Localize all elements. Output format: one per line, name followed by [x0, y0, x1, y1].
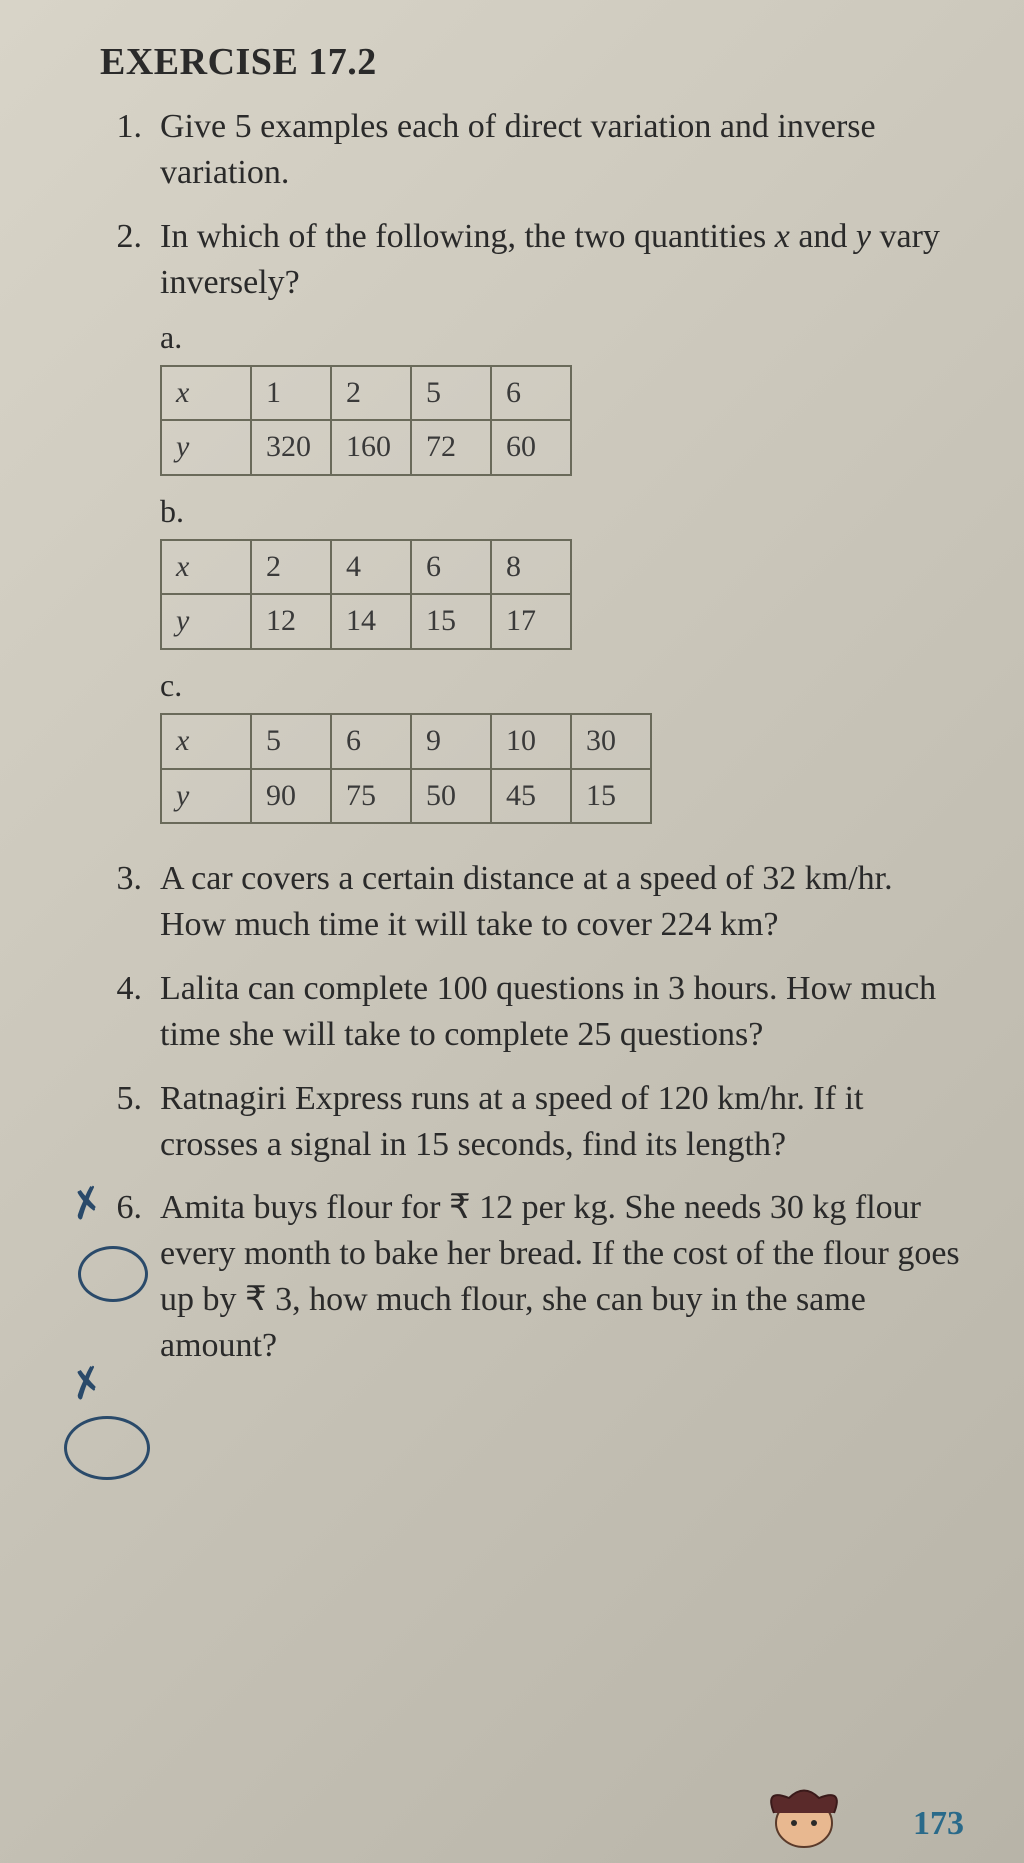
- cartoon-icon: [744, 1773, 864, 1853]
- question-4: 4. Lalita can complete 100 questions in …: [100, 966, 964, 1058]
- page-number: 173: [913, 1805, 964, 1843]
- cell: 1: [251, 366, 331, 421]
- cell: 2: [251, 540, 331, 595]
- table-row: x 1 2 5 6: [161, 366, 571, 421]
- q4-text: Lalita can complete 100 questions in 3 h…: [160, 966, 964, 1058]
- cell: y: [161, 769, 251, 824]
- cell: x: [161, 366, 251, 421]
- q5-text: Ratnagiri Express runs at a speed of 120…: [160, 1076, 964, 1168]
- q2-lead: In which of the following, the two quant…: [160, 218, 775, 255]
- cell: 30: [571, 714, 651, 769]
- cell: 12: [251, 594, 331, 649]
- q5-number: 5.: [100, 1076, 160, 1168]
- table-row: x 2 4 6 8: [161, 540, 571, 595]
- q3-number: 3.: [100, 856, 160, 948]
- cell: 9: [411, 714, 491, 769]
- table-c-label: c.: [160, 664, 964, 707]
- q6-number: 6.: [100, 1185, 160, 1369]
- table-a: x 1 2 5 6 y 320 160 72 60: [160, 365, 572, 476]
- cell: 6: [411, 540, 491, 595]
- table-a-label: a.: [160, 316, 964, 359]
- cell: 6: [331, 714, 411, 769]
- cell: 320: [251, 420, 331, 475]
- q2-x: x: [775, 218, 790, 255]
- cell: 14: [331, 594, 411, 649]
- cell: 4: [331, 540, 411, 595]
- question-5: 5. Ratnagiri Express runs at a speed of …: [100, 1076, 964, 1168]
- q6-text: Amita buys flour for ₹ 12 per kg. She ne…: [160, 1185, 964, 1369]
- q2-number: 2.: [100, 214, 160, 838]
- table-row: y 320 160 72 60: [161, 420, 571, 475]
- cell: 5: [251, 714, 331, 769]
- table-row: y 12 14 15 17: [161, 594, 571, 649]
- cell: 2: [331, 366, 411, 421]
- q4-number: 4.: [100, 966, 160, 1058]
- cell: 45: [491, 769, 571, 824]
- cell: 10: [491, 714, 571, 769]
- q3-text: A car covers a certain distance at a spe…: [160, 856, 964, 948]
- cell: 90: [251, 769, 331, 824]
- question-1: 1. Give 5 examples each of direct variat…: [100, 104, 964, 196]
- q2-mid: and: [790, 218, 856, 255]
- q1-text: Give 5 examples each of direct variation…: [160, 104, 964, 196]
- cell: 17: [491, 594, 571, 649]
- question-6: 6. Amita buys flour for ₹ 12 per kg. She…: [100, 1185, 964, 1369]
- table-c: x 5 6 9 10 30 y 90 75 50 45 15: [160, 713, 652, 824]
- question-2: 2. In which of the following, the two qu…: [100, 214, 964, 838]
- q2-y: y: [856, 218, 871, 255]
- table-row: x 5 6 9 10 30: [161, 714, 651, 769]
- cell: y: [161, 420, 251, 475]
- cell: 75: [331, 769, 411, 824]
- cell: 60: [491, 420, 571, 475]
- cell: 5: [411, 366, 491, 421]
- cell: x: [161, 714, 251, 769]
- cell: 8: [491, 540, 571, 595]
- question-3: 3. A car covers a certain distance at a …: [100, 856, 964, 948]
- cell: 15: [571, 769, 651, 824]
- table-b-label: b.: [160, 490, 964, 533]
- cell: y: [161, 594, 251, 649]
- cell: 72: [411, 420, 491, 475]
- cell: 50: [411, 769, 491, 824]
- cell: x: [161, 540, 251, 595]
- q1-number: 1.: [100, 104, 160, 196]
- cell: 6: [491, 366, 571, 421]
- exercise-title: EXERCISE 17.2: [100, 40, 964, 84]
- table-row: y 90 75 50 45 15: [161, 769, 651, 824]
- table-b: x 2 4 6 8 y 12 14 15 17: [160, 539, 572, 650]
- cell: 160: [331, 420, 411, 475]
- cell: 15: [411, 594, 491, 649]
